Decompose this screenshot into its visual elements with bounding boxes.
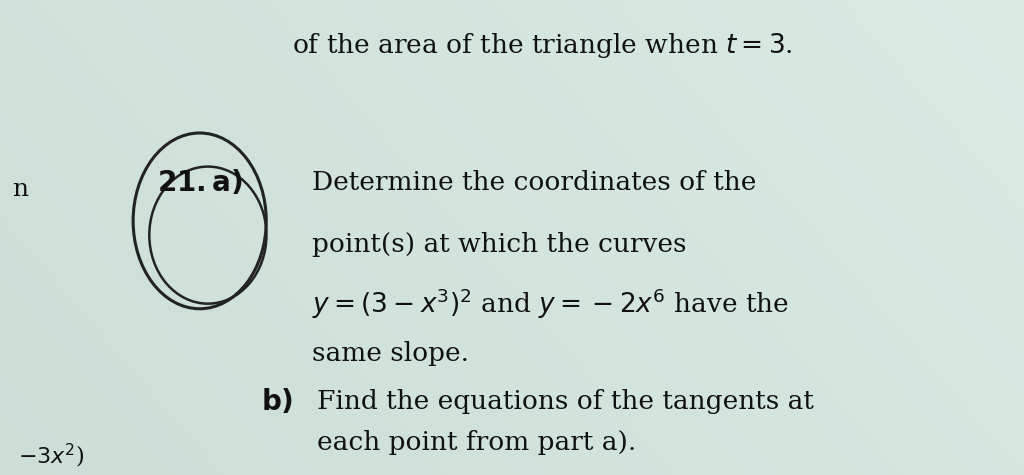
Text: of the area of the triangle when $t = 3$.: of the area of the triangle when $t = 3$…: [292, 31, 794, 60]
Text: $\mathbf{21. a)}$: $\mathbf{21. a)}$: [157, 168, 243, 198]
Text: each point from part a).: each point from part a).: [317, 430, 637, 455]
Text: n: n: [12, 179, 29, 201]
Text: Determine the coordinates of the: Determine the coordinates of the: [312, 171, 757, 195]
Text: point(s) at which the curves: point(s) at which the curves: [312, 232, 687, 257]
Text: $y = (3 - x^3)^2$ and $y = -2x^6$ have the: $y = (3 - x^3)^2$ and $y = -2x^6$ have t…: [312, 287, 790, 321]
Text: Find the equations of the tangents at: Find the equations of the tangents at: [317, 389, 814, 414]
Text: same slope.: same slope.: [312, 342, 469, 366]
Text: $-3x^2$): $-3x^2$): [18, 442, 85, 470]
Text: $\mathbf{b)}$: $\mathbf{b)}$: [261, 387, 293, 416]
